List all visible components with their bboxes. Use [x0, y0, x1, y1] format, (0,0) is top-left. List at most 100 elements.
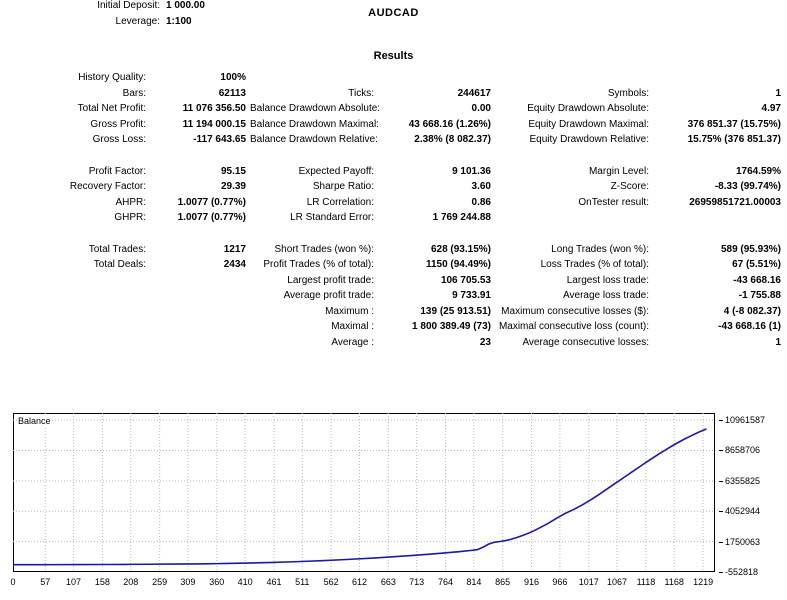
stat-value: 100% [220, 72, 246, 83]
stat-value: 1 769 244.88 [432, 212, 491, 223]
stat-cell: Maximum : 139 (25 913.51) [250, 306, 495, 317]
stat-label: Largest loss trade: [566, 274, 649, 286]
stat-label: Bars: [122, 87, 146, 99]
stat-row: AHPR: 1.0077 (0.77%) LR Correlation: 0.86 … [0, 197, 787, 213]
section-gap [0, 150, 787, 166]
stat-cell: OnTester result: 26959851721.00003 [495, 197, 787, 208]
stat-value: 0.00 [471, 103, 491, 114]
stat-label: Long Trades (won %): [551, 243, 649, 255]
stat-label: Average consecutive losses: [522, 336, 649, 348]
chart-x-tick-label: 410 [237, 577, 253, 587]
stat-value: 1.0077 (0.77%) [177, 196, 246, 208]
header-block: Initial Deposit: 1 000.00 Leverage: 1:10… [0, 0, 787, 32]
stat-cell: Balance Drawdown Relative: 2.38% (8 082.3… [250, 134, 495, 145]
stat-value: -43 668.16 [733, 274, 781, 286]
stat-label: Equity Drawdown Absolute: [527, 103, 649, 114]
stat-label: Largest profit trade: [287, 274, 374, 286]
chart-x-tick-label: 865 [495, 577, 511, 587]
stat-label: Total Deals: [93, 259, 146, 270]
stat-value: 244617 [457, 87, 491, 99]
stat-value: 23 [479, 336, 491, 348]
statistics-grid: History Quality: 100% Bars: 62113 Ticks: 24… [0, 72, 787, 352]
chart-y-tick-label: 8658706 [725, 445, 761, 456]
chart-x-tick-label: 764 [438, 577, 454, 587]
chart-y-tick-label: 1750063 [725, 536, 761, 547]
stat-label: Maximal consecutive loss (count): [498, 321, 649, 332]
stat-label: Average : [331, 336, 374, 348]
chart-x-axis: 0 57 107 158 208 259 309 360 410 461 511 562 612 663 7… [0, 576, 787, 590]
stat-cell: Maximum consecutive losses ($): 4 (-8 082… [495, 306, 787, 317]
chart-x-tick-label: 1017 [578, 577, 599, 587]
chart-legend: Balance [17, 416, 52, 426]
stat-row: Total Net Profit: 11 076 356.50 Balance D… [0, 103, 787, 119]
stat-value: 0.86 [471, 196, 491, 208]
stat-label: Gross Loss: [92, 134, 146, 145]
stat-row: Bars: 62113 Ticks: 244617 Symbols: 1 [0, 88, 787, 104]
stat-value: -1 755.88 [738, 290, 781, 301]
chart-x-tick-label: 916 [524, 577, 540, 587]
stat-label: Loss Trades (% of total): [540, 259, 649, 270]
chart-y-tick-label: 6355825 [725, 475, 761, 486]
chart-x-tick-label: 208 [123, 577, 139, 587]
stat-value: 62113 [218, 87, 246, 99]
stat-cell: Balance Drawdown Maximal: 43 668.16 (1.26… [250, 119, 495, 130]
stat-label: Maximum : [325, 305, 374, 317]
chart-x-tick-label: 1067 [607, 577, 628, 587]
stat-value: 1 [775, 87, 781, 99]
chart-y-tick [719, 450, 723, 452]
stat-row: Maximum : 139 (25 913.51) Maximum consecu… [0, 306, 787, 322]
chart-plot-area [13, 413, 715, 572]
stat-cell: Total Net Profit: 11 076 356.50 [0, 103, 250, 114]
stat-label: Equity Drawdown Relative: [529, 134, 650, 145]
stat-value: 29.39 [220, 181, 246, 192]
chart-x-tick-label: 107 [66, 577, 82, 587]
chart-x-tick-label: 259 [152, 577, 168, 587]
stat-row: GHPR: 1.0077 (0.77%) LR Standard Error: 1 … [0, 212, 787, 228]
stat-row: History Quality: 100% [0, 72, 787, 88]
stat-cell: Short Trades (won %): 628 (93.15%) [250, 244, 495, 255]
chart-y-tick [719, 420, 723, 422]
stat-label: Maximum consecutive losses ($): [501, 305, 649, 317]
chart-x-tick-label: 814 [466, 577, 482, 587]
chart-y-tick-label: 10961587 [725, 415, 766, 426]
stat-cell: Maximal : 1 800 389.49 (73) [250, 321, 495, 332]
stat-label: LR Correlation: [306, 196, 374, 208]
stat-value: 4 (-8 082.37) [723, 305, 781, 317]
stat-value: 3.60 [471, 181, 491, 192]
stat-row: Gross Profit: 11 194 000.15 Balance Drawd… [0, 119, 787, 135]
chart-y-tick [719, 511, 723, 513]
stat-label: Z-Score: [610, 181, 649, 192]
chart-x-tick-label: 713 [409, 577, 425, 587]
chart-x-tick-label: 511 [295, 577, 310, 587]
stat-cell: GHPR: 1.0077 (0.77%) [0, 212, 250, 223]
chart-y-tick-label: 4052944 [725, 506, 761, 517]
stat-cell: Average profit trade: 9 733.91 [250, 290, 495, 301]
chart-x-tick-label: 1118 [636, 577, 656, 587]
chart-x-tick-label: 663 [380, 577, 396, 587]
leverage-row: Leverage: 1:100 [0, 16, 787, 32]
stat-cell: Largest profit trade: 106 705.53 [250, 275, 495, 286]
stat-value: 9 733.91 [452, 290, 491, 301]
chart-x-tick-label: 57 [40, 577, 51, 587]
stat-label: Balance Drawdown Absolute: [250, 103, 381, 114]
stat-value: 376 851.37 (15.75%) [687, 118, 781, 130]
stat-cell: Z-Score: -8.33 (99.74%) [495, 181, 787, 192]
stat-label: Profit Factor: [88, 165, 146, 177]
stat-label: Short Trades (won %): [274, 243, 374, 255]
stat-row: Average : 23 Average consecutive losses: 1 [0, 337, 787, 353]
stat-cell: Ticks: 244617 [250, 88, 495, 99]
stat-label: AHPR: [115, 196, 146, 208]
chart-x-tick-label: 360 [209, 577, 225, 587]
stat-cell: Margin Level: 1764.59% [495, 166, 787, 177]
stat-label: Recovery Factor: [69, 181, 146, 192]
stat-value: 67 (5.51%) [732, 259, 781, 270]
leverage-label: Leverage: [115, 16, 160, 27]
stat-label: Expected Payoff: [298, 165, 374, 177]
stat-label: Balance Drawdown Relative: [250, 134, 378, 145]
chart-x-tick-label: 966 [552, 577, 568, 587]
stat-cell: Sharpe Ratio: 3.60 [250, 181, 495, 192]
section-gap [0, 228, 787, 244]
stat-label: Margin Level: [588, 165, 649, 177]
stat-value: 628 (93.15%) [430, 243, 491, 255]
chart-y-axis: -552818 1750063 4052944 6355825 8658706 10961… [719, 413, 787, 577]
